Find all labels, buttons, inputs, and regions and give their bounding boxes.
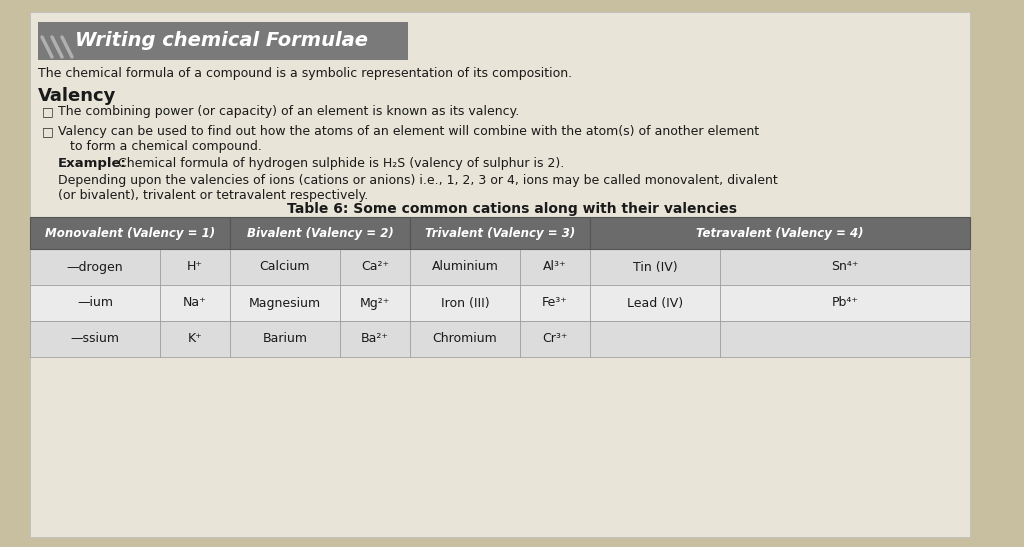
Text: Chemical formula of hydrogen sulphide is H₂S (valency of sulphur is 2).: Chemical formula of hydrogen sulphide is… <box>118 157 564 170</box>
FancyBboxPatch shape <box>590 249 720 285</box>
FancyBboxPatch shape <box>410 217 590 249</box>
FancyBboxPatch shape <box>230 217 410 249</box>
Text: Sn⁴⁺: Sn⁴⁺ <box>831 260 859 274</box>
FancyBboxPatch shape <box>230 321 340 357</box>
Text: Valency can be used to find out how the atoms of an element will combine with th: Valency can be used to find out how the … <box>58 125 759 138</box>
Text: Aluminium: Aluminium <box>431 260 499 274</box>
Text: Example:: Example: <box>58 157 127 170</box>
FancyBboxPatch shape <box>520 285 590 321</box>
FancyBboxPatch shape <box>340 321 410 357</box>
Text: Ba²⁺: Ba²⁺ <box>361 333 389 346</box>
FancyBboxPatch shape <box>230 285 340 321</box>
Text: Ca²⁺: Ca²⁺ <box>360 260 389 274</box>
Text: Mg²⁺: Mg²⁺ <box>359 296 390 310</box>
Text: —ssium: —ssium <box>71 333 120 346</box>
FancyBboxPatch shape <box>160 249 230 285</box>
Text: Lead (IV): Lead (IV) <box>627 296 683 310</box>
Text: Monovalent (Valency = 1): Monovalent (Valency = 1) <box>45 226 215 240</box>
Text: to form a chemical compound.: to form a chemical compound. <box>70 140 262 153</box>
FancyBboxPatch shape <box>160 285 230 321</box>
Text: Table 6: Some common cations along with their valencies: Table 6: Some common cations along with … <box>287 202 737 216</box>
Text: The chemical formula of a compound is a symbolic representation of its compositi: The chemical formula of a compound is a … <box>38 67 572 80</box>
Text: Na⁺: Na⁺ <box>183 296 207 310</box>
Text: Magnesium: Magnesium <box>249 296 322 310</box>
Text: H⁺: H⁺ <box>187 260 203 274</box>
FancyBboxPatch shape <box>720 249 970 285</box>
FancyBboxPatch shape <box>520 249 590 285</box>
Text: Pb⁴⁺: Pb⁴⁺ <box>831 296 858 310</box>
Text: The combining power (or capacity) of an element is known as its valency.: The combining power (or capacity) of an … <box>58 105 519 118</box>
FancyBboxPatch shape <box>410 285 520 321</box>
FancyBboxPatch shape <box>30 285 160 321</box>
FancyBboxPatch shape <box>30 217 230 249</box>
FancyBboxPatch shape <box>520 321 590 357</box>
Text: K⁺: K⁺ <box>187 333 203 346</box>
FancyBboxPatch shape <box>340 249 410 285</box>
Text: —drogen: —drogen <box>67 260 123 274</box>
FancyBboxPatch shape <box>340 285 410 321</box>
FancyBboxPatch shape <box>410 321 520 357</box>
Text: Barium: Barium <box>262 333 307 346</box>
FancyBboxPatch shape <box>38 22 408 60</box>
Text: □: □ <box>42 105 53 118</box>
FancyBboxPatch shape <box>590 217 970 249</box>
Text: Iron (III): Iron (III) <box>440 296 489 310</box>
FancyBboxPatch shape <box>720 321 970 357</box>
Text: Calcium: Calcium <box>260 260 310 274</box>
FancyBboxPatch shape <box>230 249 340 285</box>
Text: —ium: —ium <box>77 296 113 310</box>
FancyBboxPatch shape <box>720 285 970 321</box>
Text: Trivalent (Valency = 3): Trivalent (Valency = 3) <box>425 226 575 240</box>
FancyBboxPatch shape <box>160 321 230 357</box>
FancyBboxPatch shape <box>30 321 160 357</box>
Text: Bivalent (Valency = 2): Bivalent (Valency = 2) <box>247 226 393 240</box>
Text: (or bivalent), trivalent or tetravalent respectively.: (or bivalent), trivalent or tetravalent … <box>58 189 369 202</box>
FancyBboxPatch shape <box>590 285 720 321</box>
FancyBboxPatch shape <box>30 12 970 537</box>
Text: Tetravalent (Valency = 4): Tetravalent (Valency = 4) <box>696 226 864 240</box>
Text: Cr³⁺: Cr³⁺ <box>543 333 567 346</box>
Text: Writing chemical Formulae: Writing chemical Formulae <box>75 32 368 50</box>
FancyBboxPatch shape <box>590 321 720 357</box>
Text: Depending upon the valencies of ions (cations or anions) i.e., 1, 2, 3 or 4, ion: Depending upon the valencies of ions (ca… <box>58 174 778 187</box>
Text: □: □ <box>42 125 53 138</box>
Text: Valency: Valency <box>38 87 117 105</box>
Text: Tin (IV): Tin (IV) <box>633 260 677 274</box>
Text: Al³⁺: Al³⁺ <box>543 260 567 274</box>
FancyBboxPatch shape <box>30 249 160 285</box>
FancyBboxPatch shape <box>410 249 520 285</box>
Text: Chromium: Chromium <box>432 333 498 346</box>
Text: Fe³⁺: Fe³⁺ <box>542 296 568 310</box>
